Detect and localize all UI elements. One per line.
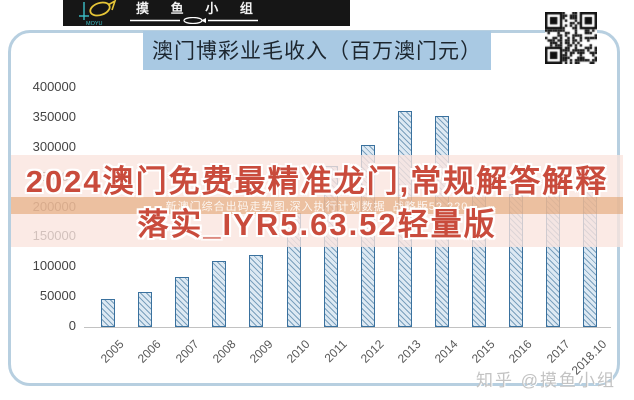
credit-watermark: 知乎 @摸鱼小组 [476, 371, 616, 390]
watermark-line1: 2024澳门免费最精准龙门,常规解答解释 [25, 164, 609, 199]
chart-title: 澳门博彩业毛收入（百万澳门元） [143, 31, 491, 70]
logo-subtext: MOYU [86, 21, 103, 26]
watermark-line2: 落实_IYR5.63.52轻量版 [137, 207, 497, 242]
title-row: 澳门博彩业毛收入（百万澳门元） [0, 31, 634, 70]
brand-logo: MOYU 摸 鱼 小 组 [63, 0, 350, 26]
brand-underline-fish-icon [130, 17, 259, 24]
brand-name: 摸 鱼 小 组 [136, 1, 262, 16]
watermark-main: 2024澳门免费最精准龙门,常规解答解释 落实_IYR5.63.52轻量版 [0, 160, 634, 246]
watermark-strip-text: 新澳门综合出码走势图,深入执行计划数据_战略版52.220 [165, 200, 469, 213]
brand-name-wrap: 摸 鱼 小 组 [127, 2, 262, 24]
watermark-strip: 新澳门综合出码走势图,深入执行计划数据_战略版52.220 [11, 197, 623, 214]
fish-icon: MOYU [79, 0, 117, 26]
qr-code [545, 12, 597, 64]
